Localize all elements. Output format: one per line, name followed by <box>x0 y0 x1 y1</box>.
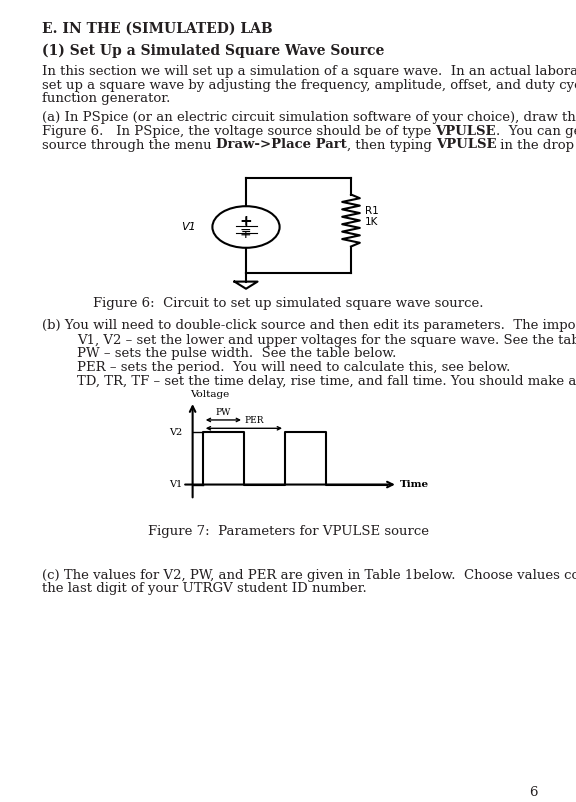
Text: E. IN THE (SIMULATED) LAB: E. IN THE (SIMULATED) LAB <box>42 22 272 36</box>
Text: +: + <box>240 213 252 229</box>
Text: , then typing: , then typing <box>347 139 436 152</box>
Text: 1K: 1K <box>365 217 378 227</box>
Text: Figure 7:  Parameters for VPULSE source: Figure 7: Parameters for VPULSE source <box>147 525 429 538</box>
Text: +: + <box>241 215 251 228</box>
Text: VPULSE: VPULSE <box>436 139 497 152</box>
Text: function generator.: function generator. <box>42 92 170 105</box>
Text: V1, V2 – set the lower and upper voltages for the square wave. See the table bel: V1, V2 – set the lower and upper voltage… <box>77 334 576 347</box>
Text: (c) The values for V2, PW, and PER are given in Table 1below.  Choose values cor: (c) The values for V2, PW, and PER are g… <box>42 569 576 581</box>
Text: set up a square wave by adjusting the frequency, amplitude, offset, and duty cyc: set up a square wave by adjusting the fr… <box>42 79 576 91</box>
Text: PER – sets the period.  You will need to calculate this, see below.: PER – sets the period. You will need to … <box>77 361 510 374</box>
Text: .  You can get a: . You can get a <box>496 125 576 138</box>
Text: Figure 6:  Circuit to set up simulated square wave source.: Figure 6: Circuit to set up simulated sq… <box>93 297 483 310</box>
Text: Time: Time <box>400 480 429 489</box>
Text: V1: V1 <box>169 480 183 489</box>
Text: −: − <box>241 226 251 239</box>
Text: ∓: ∓ <box>239 226 251 241</box>
Text: R1: R1 <box>365 206 378 217</box>
Text: V1: V1 <box>181 222 196 232</box>
Text: Figure 6.   In PSpice, the voltage source should be of type: Figure 6. In PSpice, the voltage source … <box>42 125 435 138</box>
Text: VPULSE: VPULSE <box>435 125 496 138</box>
Text: source through the menu: source through the menu <box>42 139 216 152</box>
Text: (b) You will need to double-click source and then edit its parameters.  The impo: (b) You will need to double-click source… <box>42 318 576 331</box>
Text: 6: 6 <box>529 786 538 799</box>
Text: Draw->Place Part: Draw->Place Part <box>216 139 347 152</box>
Text: PW: PW <box>215 408 231 417</box>
Text: PER: PER <box>244 416 264 425</box>
Text: in the drop down box.: in the drop down box. <box>497 139 576 152</box>
Text: PW – sets the pulse width.  See the table below.: PW – sets the pulse width. See the table… <box>77 347 396 361</box>
Text: the last digit of your UTRGV student ID number.: the last digit of your UTRGV student ID … <box>42 582 367 595</box>
Text: In this section we will set up a simulation of a square wave.  In an actual labo: In this section we will set up a simulat… <box>42 65 576 78</box>
Text: V2: V2 <box>169 428 183 437</box>
Text: TD, TR, TF – set the time delay, rise time, and fall time. You should make all t: TD, TR, TF – set the time delay, rise ti… <box>77 375 576 387</box>
Text: Voltage: Voltage <box>191 390 230 399</box>
Text: (1) Set Up a Simulated Square Wave Source: (1) Set Up a Simulated Square Wave Sourc… <box>42 43 384 58</box>
Text: (a) In PSpice (or an electric circuit simulation software of your choice), draw : (a) In PSpice (or an electric circuit si… <box>42 111 576 124</box>
